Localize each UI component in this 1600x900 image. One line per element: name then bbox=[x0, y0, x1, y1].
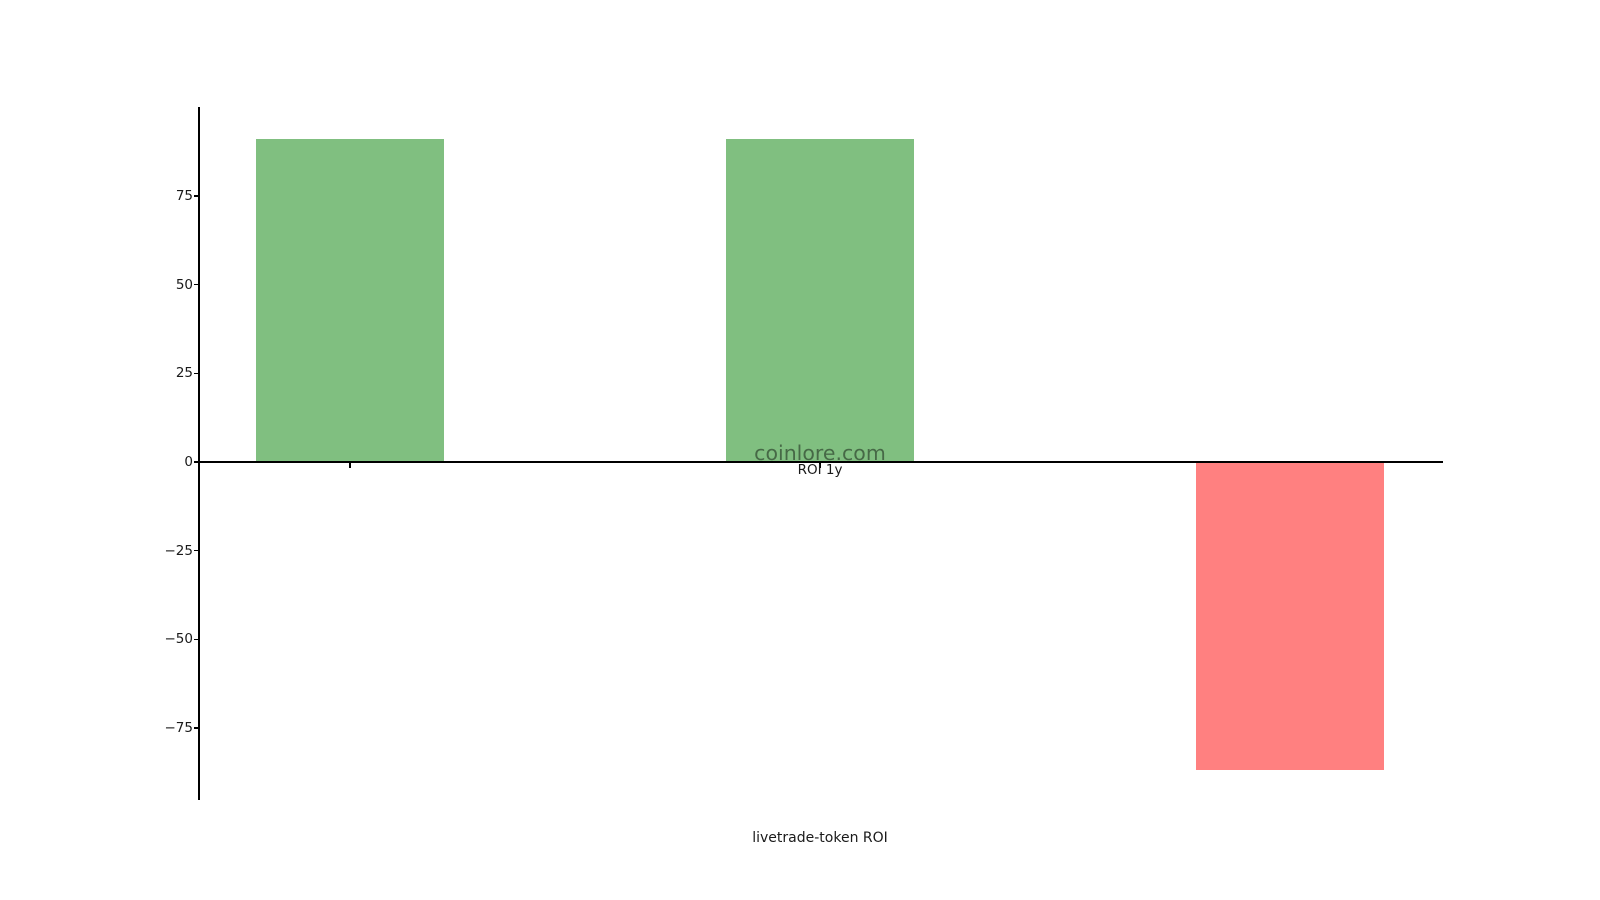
y-tick-mark bbox=[194, 727, 199, 729]
x-tick-label: ROI 1y bbox=[797, 461, 843, 478]
negative-roi-bar bbox=[1196, 463, 1384, 770]
y-tick-mark bbox=[194, 283, 199, 286]
watermark-text: coinlore.com bbox=[754, 441, 886, 465]
y-tick-label: −75 bbox=[164, 720, 194, 736]
y-tick-label: 75 bbox=[175, 187, 193, 204]
x-axis-zero-line bbox=[199, 461, 1443, 463]
y-tick-label: −25 bbox=[164, 542, 194, 559]
x-tick-mark bbox=[819, 462, 821, 468]
y-tick-label: 50 bbox=[175, 276, 193, 293]
y-tick-label: −50 bbox=[164, 631, 194, 648]
x-tick-mark bbox=[349, 462, 351, 468]
y-tick-mark bbox=[194, 638, 199, 641]
positive-roi-bar bbox=[256, 139, 444, 462]
positive-roi-bar bbox=[726, 139, 914, 462]
y-tick-label: 25 bbox=[175, 365, 193, 382]
y-tick-mark bbox=[194, 372, 199, 375]
y-axis-line bbox=[198, 107, 200, 800]
y-tick-mark bbox=[194, 195, 199, 197]
y-tick-mark bbox=[194, 461, 199, 463]
chart-title: livetrade-token ROI bbox=[752, 830, 888, 846]
y-tick-label: 0 bbox=[184, 454, 193, 470]
y-tick-mark bbox=[194, 549, 199, 552]
